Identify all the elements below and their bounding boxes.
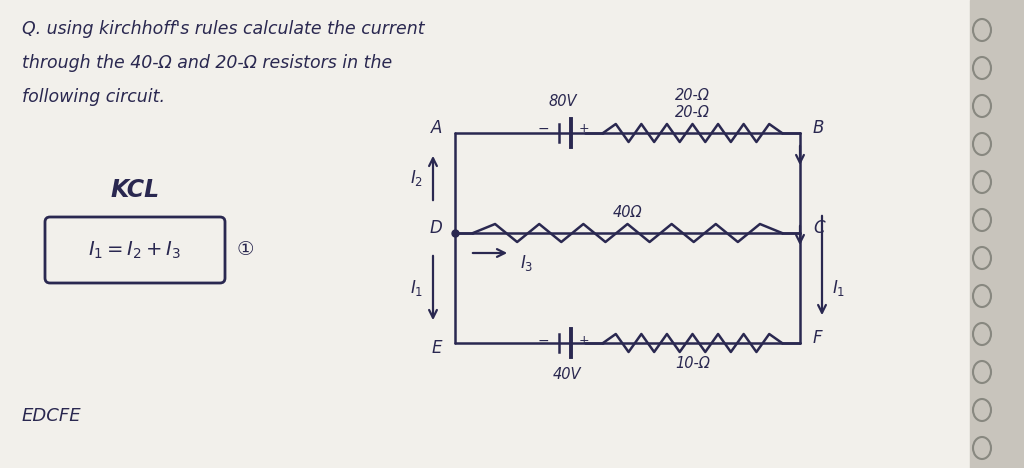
Text: $I_1 = I_2 + I_3$: $I_1 = I_2 + I_3$ bbox=[88, 239, 181, 261]
Text: $I_3$: $I_3$ bbox=[520, 253, 534, 273]
Text: +: + bbox=[579, 123, 590, 136]
Text: C: C bbox=[813, 219, 824, 237]
Text: $I_2$: $I_2$ bbox=[411, 168, 424, 188]
Text: through the 40-Ω and 20-Ω resistors in the: through the 40-Ω and 20-Ω resistors in t… bbox=[22, 54, 392, 72]
Text: A: A bbox=[431, 119, 442, 137]
Text: −: − bbox=[538, 334, 549, 348]
Text: 20-Ω: 20-Ω bbox=[675, 105, 710, 120]
Text: KCL: KCL bbox=[110, 178, 159, 202]
Text: D: D bbox=[429, 219, 442, 237]
Text: 40Ω: 40Ω bbox=[612, 205, 642, 220]
Text: following circuit.: following circuit. bbox=[22, 88, 165, 106]
Text: E: E bbox=[431, 339, 442, 357]
Text: 10-Ω: 10-Ω bbox=[675, 356, 710, 371]
Text: Q. using kirchhoff's rules calculate the current: Q. using kirchhoff's rules calculate the… bbox=[22, 20, 425, 38]
Text: $I_1$: $I_1$ bbox=[831, 278, 845, 298]
Text: +: + bbox=[579, 335, 590, 348]
Text: $I_1$: $I_1$ bbox=[411, 278, 424, 298]
Text: 40V: 40V bbox=[553, 367, 582, 382]
Text: −: − bbox=[538, 122, 549, 136]
Text: B: B bbox=[813, 119, 824, 137]
Text: ①: ① bbox=[237, 241, 254, 259]
Text: EDCFE: EDCFE bbox=[22, 407, 82, 425]
Bar bbox=[970, 0, 1024, 468]
Text: 20-Ω: 20-Ω bbox=[675, 88, 710, 103]
Text: F: F bbox=[813, 329, 822, 347]
Text: 80V: 80V bbox=[549, 94, 578, 109]
